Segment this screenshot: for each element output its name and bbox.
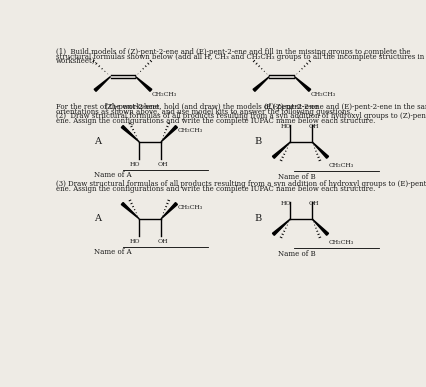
Text: HO: HO (130, 239, 141, 244)
Text: HO: HO (130, 162, 141, 167)
Text: CH₂CH₃: CH₂CH₃ (177, 205, 202, 210)
Text: (Z)-pent-2-ene: (Z)-pent-2-ene (104, 103, 160, 111)
Text: HO: HO (281, 201, 292, 206)
Text: B: B (255, 214, 262, 223)
Polygon shape (273, 219, 291, 235)
Text: CH₂CH₃: CH₂CH₃ (152, 92, 177, 97)
Polygon shape (253, 77, 270, 91)
Polygon shape (312, 219, 328, 235)
Text: (1)  Build models of (Z)-pent-2-ene and (E)-pent-2-ene and fill in the missing g: (1) Build models of (Z)-pent-2-ene and (… (56, 48, 411, 56)
Text: ene. Assign the configurations and write the complete IUPAC name below each stru: ene. Assign the configurations and write… (56, 185, 376, 193)
Text: Name of A: Name of A (94, 171, 132, 179)
Text: A: A (94, 137, 101, 146)
Text: (2)  Draw structural formulas of all products resulting from a syn addition of h: (2) Draw structural formulas of all prod… (56, 112, 426, 120)
Polygon shape (94, 77, 111, 91)
Text: ene. Assign the configurations and write the complete IUPAC name below each stru: ene. Assign the configurations and write… (56, 116, 376, 125)
Polygon shape (121, 125, 139, 142)
Polygon shape (121, 202, 139, 219)
Text: For the rest of the worksheet, hold (and draw) the models of (Z)-pent-2-ene and : For the rest of the worksheet, hold (and… (56, 103, 426, 111)
Polygon shape (161, 125, 178, 142)
Text: (3) Draw structural formulas of all products resulting from a syn addition of hy: (3) Draw structural formulas of all prod… (56, 180, 426, 188)
Text: OH: OH (309, 124, 320, 129)
Text: Name of B: Name of B (278, 250, 316, 258)
Polygon shape (161, 202, 178, 219)
Text: HO: HO (281, 124, 292, 129)
Text: A: A (94, 214, 101, 223)
Text: orientations as shown above, and use model kits to answer the following question: orientations as shown above, and use mod… (56, 108, 353, 116)
Text: Name of B: Name of B (278, 173, 316, 181)
Text: worksheet).: worksheet). (56, 57, 98, 65)
Text: (E)-pent-2-ene: (E)-pent-2-ene (263, 103, 319, 111)
Polygon shape (273, 142, 291, 158)
Text: CH₂CH₃: CH₂CH₃ (177, 128, 202, 133)
Polygon shape (294, 77, 311, 91)
Polygon shape (135, 77, 152, 91)
Text: OH: OH (309, 201, 320, 206)
Text: OH: OH (158, 239, 168, 244)
Text: CH₂CH₃: CH₂CH₃ (328, 163, 354, 168)
Text: structural formulas shown below (add all H, CH₃ and CH₂CH₃ groups to all the inc: structural formulas shown below (add all… (56, 53, 425, 61)
Text: CH₂CH₃: CH₂CH₃ (328, 240, 354, 245)
Text: B: B (255, 137, 262, 146)
Text: CH₂CH₃: CH₂CH₃ (311, 92, 336, 97)
Text: OH: OH (158, 162, 168, 167)
Polygon shape (312, 142, 328, 158)
Text: Name of A: Name of A (94, 248, 132, 256)
